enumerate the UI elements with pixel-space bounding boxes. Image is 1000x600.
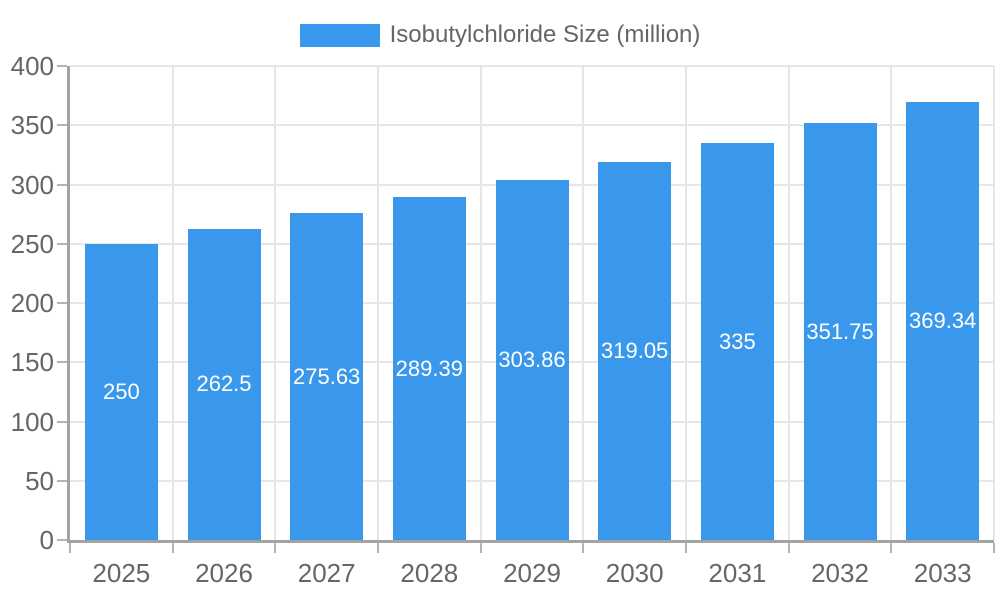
x-axis-tick [787, 543, 790, 553]
bar-2025[interactable] [84, 243, 158, 540]
gridline-v [171, 66, 174, 540]
bar-2032[interactable] [803, 123, 877, 540]
x-axis-tick [582, 543, 585, 553]
gridline-v [685, 66, 687, 540]
y-axis-line [67, 66, 70, 543]
y-axis-tick [57, 361, 67, 364]
x-axis-label: 2027 [297, 558, 356, 588]
gridline-h [70, 65, 994, 67]
x-axis-tick [890, 543, 893, 553]
x-axis-tick [993, 543, 995, 553]
legend: Isobutylchloride Size (million) [0, 21, 1000, 49]
x-axis-label: 2026 [195, 558, 253, 588]
gridline-v [993, 66, 995, 540]
y-axis-tick [57, 65, 67, 67]
y-axis-tick [57, 302, 67, 304]
bar-2031[interactable] [700, 143, 774, 540]
y-axis-label: 150 [10, 347, 54, 378]
x-axis-line [67, 540, 994, 543]
y-axis-label: 400 [10, 51, 54, 81]
x-axis-tick [685, 543, 687, 553]
gridline-v [890, 66, 893, 540]
gridline-h [70, 124, 994, 127]
bar-2033[interactable] [906, 102, 980, 540]
bar-2029[interactable] [495, 179, 569, 540]
y-axis-tick [57, 183, 67, 186]
y-axis-label: 50 [25, 465, 54, 496]
x-axis-tick [479, 543, 482, 553]
x-axis-label: 2028 [400, 558, 459, 588]
y-axis-tick [57, 242, 67, 245]
x-axis-tick [274, 543, 277, 553]
y-axis-label: 200 [10, 288, 54, 318]
bar-2028[interactable] [392, 197, 466, 540]
y-axis-tick [57, 479, 67, 482]
gridline-v [377, 66, 379, 540]
plot-area: 250 262.5 275.63 289.39 303.86 319.05 335 351.7… [70, 65, 995, 540]
bar-2026[interactable] [187, 228, 261, 540]
x-axis-label: 2032 [811, 558, 869, 588]
x-axis-label: 2029 [503, 558, 561, 588]
x-axis-label: 2030 [605, 558, 664, 588]
y-axis-label: 350 [10, 110, 54, 141]
bar-2027[interactable] [290, 213, 364, 540]
y-axis-tick [57, 539, 67, 541]
x-axis-label: 2031 [708, 558, 767, 588]
x-axis-tick [171, 543, 174, 553]
y-axis-tick [57, 420, 67, 423]
y-axis-label: 250 [10, 228, 54, 259]
y-axis-label: 100 [10, 406, 54, 437]
y-axis-label: 0 [39, 525, 54, 555]
legend-swatch [299, 23, 380, 47]
legend-label: Isobutylchloride Size (million) [389, 21, 701, 48]
x-axis-tick [377, 543, 379, 553]
x-axis-label: 2025 [92, 558, 151, 588]
legend-item[interactable]: Isobutylchloride Size (million) [299, 21, 701, 49]
y-axis-tick [57, 124, 67, 127]
gridline-v [582, 66, 585, 540]
gridline-v [787, 66, 790, 540]
gridline-v [479, 66, 482, 540]
x-axis-label: 2033 [913, 558, 972, 588]
x-axis-tick [69, 543, 71, 553]
y-axis-label: 300 [10, 169, 54, 200]
bar-2030[interactable] [598, 161, 672, 540]
gridline-v [274, 66, 277, 540]
